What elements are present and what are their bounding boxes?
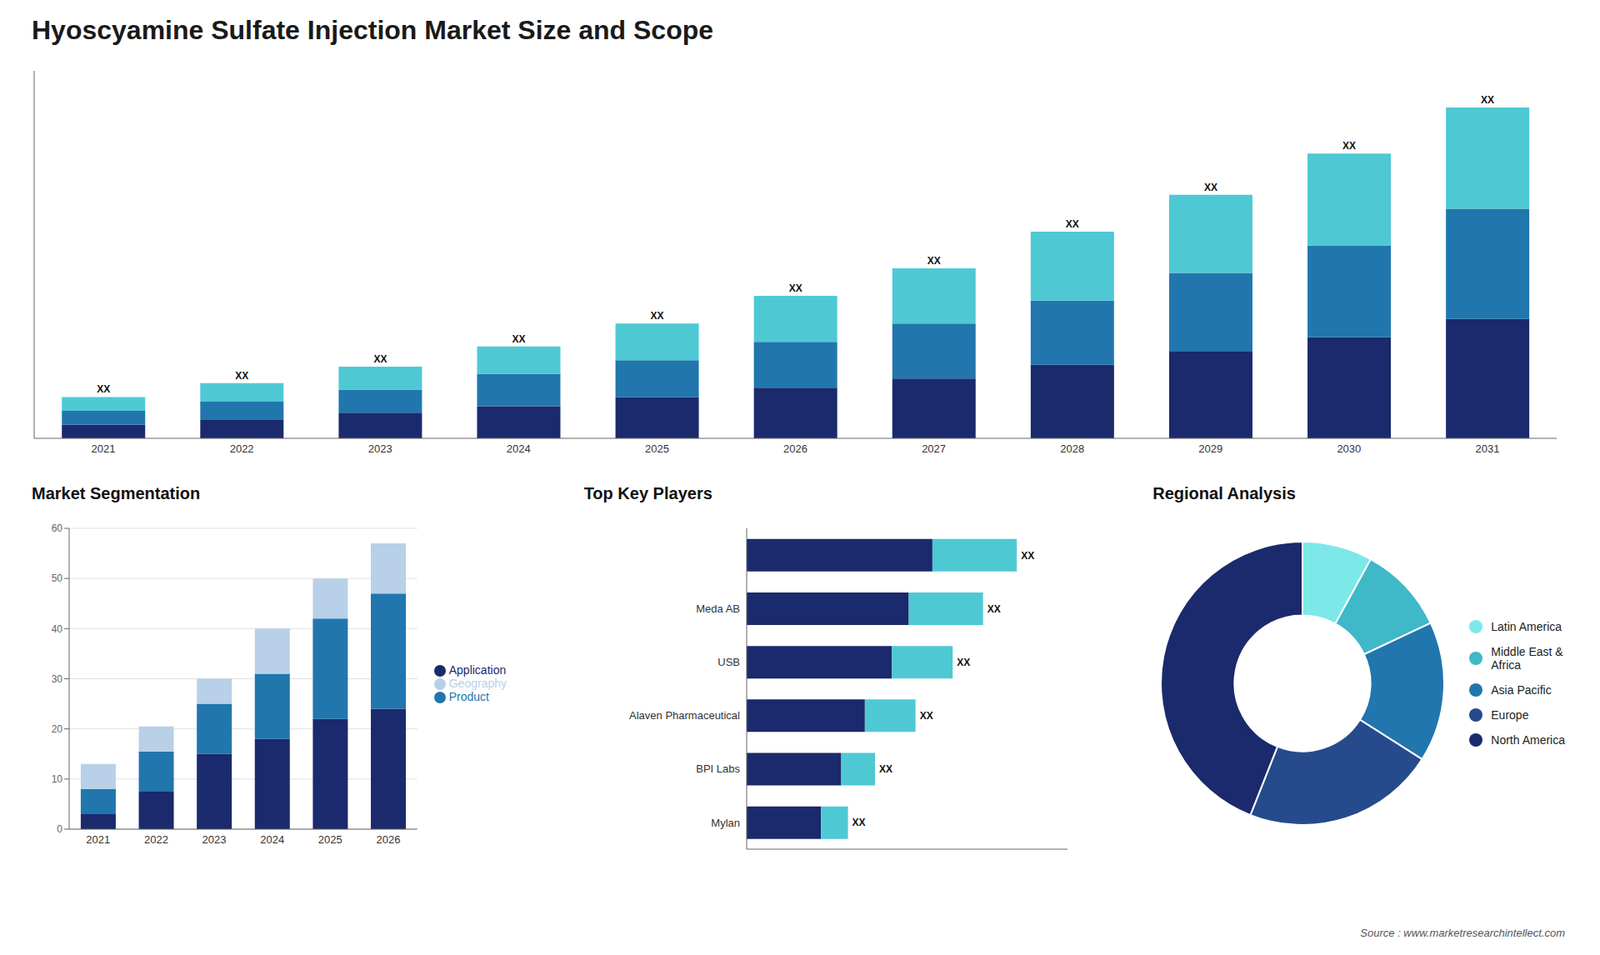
svg-text:BPI Labs: BPI Labs: [695, 762, 740, 775]
html-text:Latin America: Latin America: [1491, 620, 1562, 634]
svg-text:Meda AB: Meda AB: [695, 602, 740, 615]
svg-text:XX: XX: [373, 353, 387, 365]
svg-text:XX: XX: [650, 310, 665, 322]
svg-text:2028: 2028: [1060, 442, 1085, 455]
svg-text:XX: XX: [927, 255, 941, 267]
svg-text:2025: 2025: [645, 442, 670, 455]
html-text:Market Segmentation: Market Segmentation: [31, 484, 201, 503]
svg-text:XX: XX: [96, 383, 110, 395]
svg-text:2030: 2030: [1336, 442, 1361, 455]
svg-text:2024: 2024: [260, 833, 285, 846]
html-text:Africa: Africa: [1491, 658, 1521, 672]
svg-text:2022: 2022: [230, 442, 255, 455]
html-text:Product: Product: [448, 690, 490, 704]
html-text:Asia Pacific: Asia Pacific: [1491, 683, 1552, 697]
svg-text:60: 60: [51, 522, 64, 535]
svg-text:20: 20: [51, 723, 64, 735]
svg-text:Alaven Pharmaceutical: Alaven Pharmaceutical: [629, 709, 740, 722]
svg-text:2031: 2031: [1475, 442, 1500, 455]
svg-text:2021: 2021: [85, 833, 110, 846]
html-text:Source : www.marketresearchint: Source : www.marketresearchintellect.com: [1360, 926, 1565, 940]
html-text:Regional Analysis: Regional Analysis: [1152, 484, 1296, 503]
svg-text:2021: 2021: [91, 442, 116, 455]
svg-text:50: 50: [51, 572, 64, 585]
html-text:Hyoscyamine Sulfate Injection: Hyoscyamine Sulfate Injection Market Siz…: [31, 15, 714, 45]
svg-text:0: 0: [56, 823, 63, 835]
svg-text:XX: XX: [1480, 94, 1495, 106]
svg-text:2029: 2029: [1198, 442, 1223, 455]
svg-text:XX: XX: [1204, 181, 1218, 194]
svg-text:USB: USB: [717, 655, 740, 669]
svg-text:2023: 2023: [368, 442, 393, 455]
svg-text:2022: 2022: [144, 833, 169, 846]
html-text:Geography: Geography: [448, 676, 507, 690]
svg-text:XX: XX: [235, 370, 249, 382]
svg-text:2025: 2025: [318, 833, 343, 846]
svg-text:40: 40: [51, 623, 64, 635]
html-text:North America: North America: [1491, 733, 1565, 747]
svg-text:2027: 2027: [921, 442, 946, 455]
html-text:Europe: Europe: [1491, 708, 1529, 722]
svg-text:2026: 2026: [783, 442, 808, 455]
html-text:Middle East &: Middle East &: [1491, 645, 1564, 659]
svg-text:XX: XX: [851, 816, 865, 829]
html-text:Application: Application: [448, 662, 506, 677]
svg-text:XX: XX: [986, 603, 1000, 615]
svg-text:XX: XX: [789, 282, 803, 295]
svg-text:2023: 2023: [202, 833, 227, 846]
svg-text:XX: XX: [919, 710, 933, 722]
svg-text:XX: XX: [511, 333, 525, 345]
svg-text:XX: XX: [1020, 550, 1035, 562]
svg-text:XX: XX: [1065, 218, 1080, 230]
svg-text:2024: 2024: [506, 442, 531, 455]
svg-text:10: 10: [51, 773, 64, 785]
svg-text:Mylan: Mylan: [710, 816, 740, 830]
html-text:Top Key Players: Top Key Players: [583, 484, 713, 503]
svg-text:XX: XX: [1342, 140, 1356, 152]
svg-text:XX: XX: [956, 656, 970, 669]
svg-text:XX: XX: [879, 763, 893, 775]
svg-text:30: 30: [51, 673, 64, 685]
svg-text:2026: 2026: [375, 833, 400, 846]
